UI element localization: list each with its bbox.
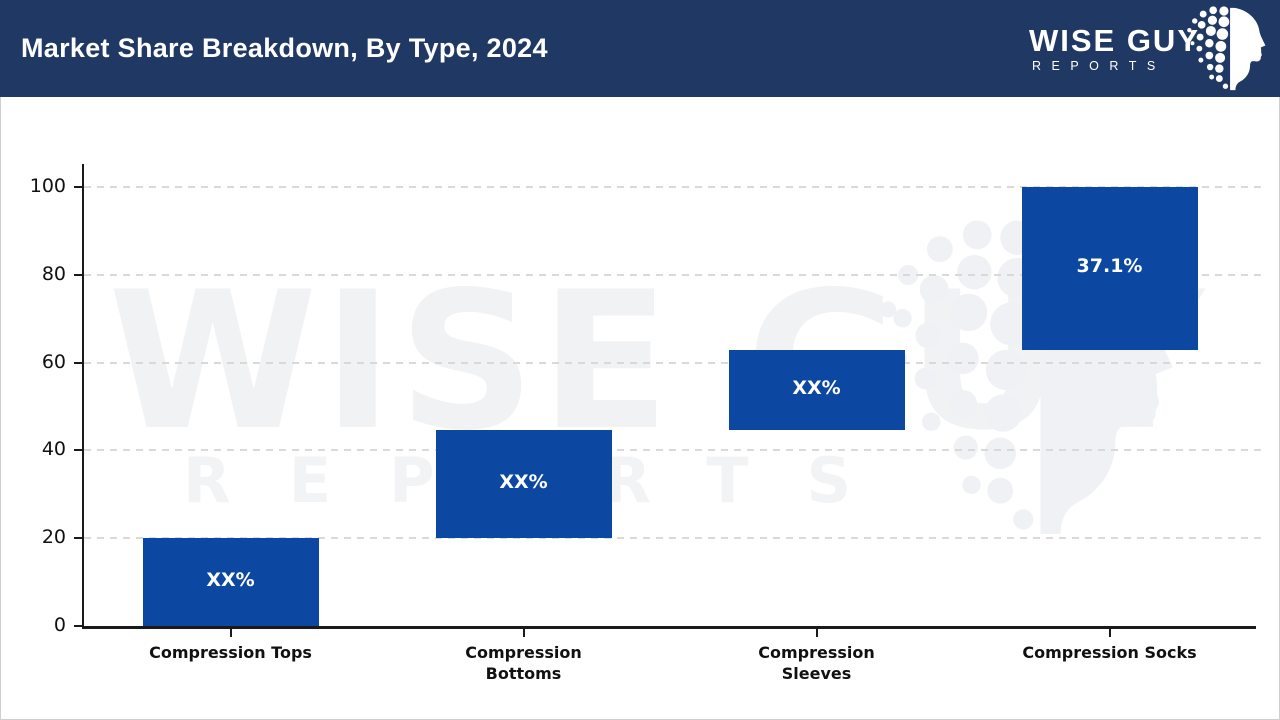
page-title: Market Share Breakdown, By Type, 2024	[21, 33, 548, 63]
y-tick-mark	[74, 449, 84, 452]
x-tick-mark	[229, 629, 232, 637]
bar	[435, 430, 612, 539]
logo-wordmark: WISE GUY	[1028, 22, 1200, 58]
logo-subtext: REPORTS	[1031, 58, 1166, 73]
x-tick-mark	[522, 629, 525, 637]
bar-value-label: 37.1%	[1076, 255, 1143, 278]
y-tick-mark	[74, 273, 84, 276]
bar	[142, 538, 319, 626]
x-category-label: Compression Bottoms	[364, 642, 684, 684]
logo-text: WISE GUY REPORTS	[1029, 25, 1200, 73]
grid-line	[84, 186, 1262, 188]
bar-value-label: XX%	[792, 377, 841, 400]
y-tick-mark	[74, 537, 84, 540]
bar-value-label: XX%	[499, 471, 548, 494]
logo-head-profile-icon	[1184, 3, 1270, 95]
bar	[728, 349, 905, 431]
x-category-label: Compression Socks	[950, 642, 1270, 663]
x-tick-mark	[815, 629, 818, 637]
x-category-label: Compression Sleeves	[657, 642, 977, 684]
wise-guy-logo: WISE GUY REPORTS	[1029, 3, 1270, 95]
x-tick-mark	[1108, 629, 1111, 637]
x-axis-line	[82, 626, 1256, 629]
x-category-label-line: Compression Socks	[1022, 643, 1197, 662]
y-tick-label: 40	[41, 438, 66, 461]
grid-line	[84, 449, 1262, 452]
y-tick-label: 60	[41, 350, 66, 373]
y-tick-label: 0	[53, 614, 66, 636]
header: Market Share Breakdown, By Type, 2024 WI…	[0, 0, 1280, 97]
x-category-label-line: Compression	[758, 643, 875, 662]
grid-line	[84, 537, 1262, 540]
grid-line	[84, 361, 1262, 364]
y-tick-label: 20	[41, 526, 66, 549]
y-tick-label: 80	[41, 262, 66, 285]
y-tick-label: 100	[29, 175, 66, 197]
bar	[1021, 187, 1198, 350]
y-tick-mark	[74, 361, 84, 364]
y-axis-line	[82, 164, 84, 626]
x-category-label-line: Bottoms	[485, 664, 562, 683]
x-category-label-line: Sleeves	[781, 664, 852, 683]
x-category-label: Compression Tops	[71, 642, 391, 663]
bar-value-label: XX%	[206, 569, 255, 592]
y-tick-mark	[74, 625, 84, 627]
y-tick-mark	[74, 186, 84, 188]
grid-line	[84, 273, 1262, 276]
x-category-label-line: Compression	[465, 643, 582, 662]
x-category-label-line: Compression Tops	[149, 643, 312, 662]
